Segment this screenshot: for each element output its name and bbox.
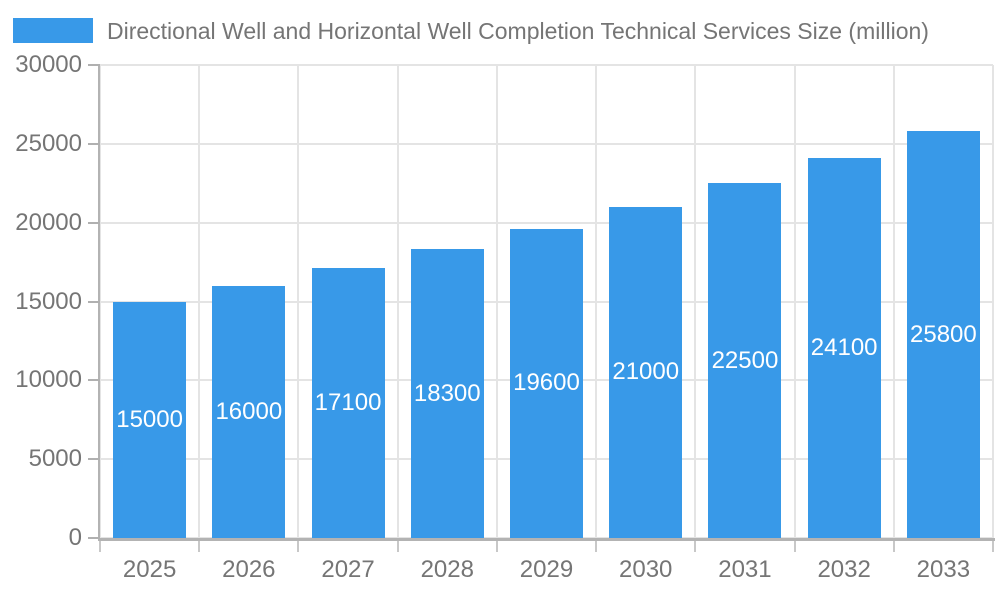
x-tick-label: 2026 bbox=[222, 556, 276, 583]
v-gridline bbox=[99, 65, 101, 538]
y-tick bbox=[88, 300, 100, 303]
v-gridline bbox=[992, 65, 994, 538]
x-tick-label: 2025 bbox=[122, 556, 177, 583]
h-gridline bbox=[100, 142, 993, 145]
v-gridline bbox=[495, 65, 498, 538]
x-tick-label: 2029 bbox=[519, 556, 574, 583]
bar bbox=[510, 228, 583, 538]
bar-value-label: 17100 bbox=[314, 389, 382, 417]
legend-swatch bbox=[13, 18, 93, 43]
y-tick bbox=[88, 142, 100, 145]
v-gridline bbox=[297, 65, 300, 538]
y-tick bbox=[88, 379, 100, 382]
bar bbox=[708, 183, 782, 538]
y-tick bbox=[88, 64, 100, 66]
x-tick-label: 2030 bbox=[619, 556, 673, 583]
x-tick bbox=[297, 541, 300, 552]
y-axis-line bbox=[98, 65, 100, 541]
bar bbox=[609, 206, 683, 538]
v-gridline bbox=[396, 65, 399, 538]
bar-value-label: 19600 bbox=[513, 369, 580, 397]
y-tick-label: 20000 bbox=[15, 208, 82, 236]
v-gridline bbox=[694, 65, 697, 538]
x-tick bbox=[694, 541, 697, 552]
bar-value-label: 15000 bbox=[116, 405, 183, 433]
v-gridline bbox=[595, 65, 598, 538]
x-tick-label: 2033 bbox=[916, 556, 971, 583]
x-tick-label: 2032 bbox=[817, 556, 871, 583]
bar-value-label: 22500 bbox=[711, 346, 779, 374]
x-axis-line bbox=[98, 538, 995, 541]
x-tick-label: 2028 bbox=[420, 556, 474, 583]
y-tick-label: 10000 bbox=[15, 366, 82, 394]
y-tick-label: 15000 bbox=[15, 287, 82, 315]
bar-value-label: 16000 bbox=[215, 397, 283, 425]
x-tick-label: 2031 bbox=[718, 556, 772, 583]
bar-value-label: 18300 bbox=[413, 379, 481, 407]
v-gridline bbox=[892, 65, 895, 538]
bar bbox=[113, 301, 187, 538]
bar bbox=[410, 249, 484, 538]
x-tick bbox=[892, 541, 895, 552]
bar bbox=[906, 131, 980, 538]
bar bbox=[212, 285, 286, 538]
y-tick bbox=[88, 221, 100, 224]
v-gridline bbox=[198, 65, 201, 538]
h-gridline bbox=[100, 64, 993, 66]
v-gridline bbox=[793, 65, 796, 538]
chart-title: Directional Well and Horizontal Well Com… bbox=[107, 18, 929, 44]
x-tick bbox=[396, 541, 399, 552]
y-tick bbox=[88, 458, 100, 461]
x-tick bbox=[793, 541, 796, 552]
x-tick bbox=[198, 541, 201, 552]
bar-value-label: 24100 bbox=[810, 334, 878, 361]
y-tick-label: 5000 bbox=[28, 445, 82, 473]
y-tick-label: 25000 bbox=[15, 129, 82, 157]
x-tick bbox=[495, 541, 498, 552]
x-tick bbox=[99, 541, 101, 552]
x-tick bbox=[595, 541, 598, 552]
y-tick-label: 0 bbox=[68, 524, 82, 551]
h-gridline bbox=[100, 221, 993, 224]
x-tick bbox=[992, 541, 994, 552]
y-tick bbox=[88, 537, 100, 539]
bar bbox=[311, 268, 385, 538]
y-tick-label: 30000 bbox=[15, 51, 82, 78]
bar-value-label: 25800 bbox=[910, 320, 977, 348]
bar bbox=[807, 158, 881, 538]
bar-value-label: 21000 bbox=[612, 358, 680, 386]
x-tick-label: 2027 bbox=[321, 556, 375, 583]
